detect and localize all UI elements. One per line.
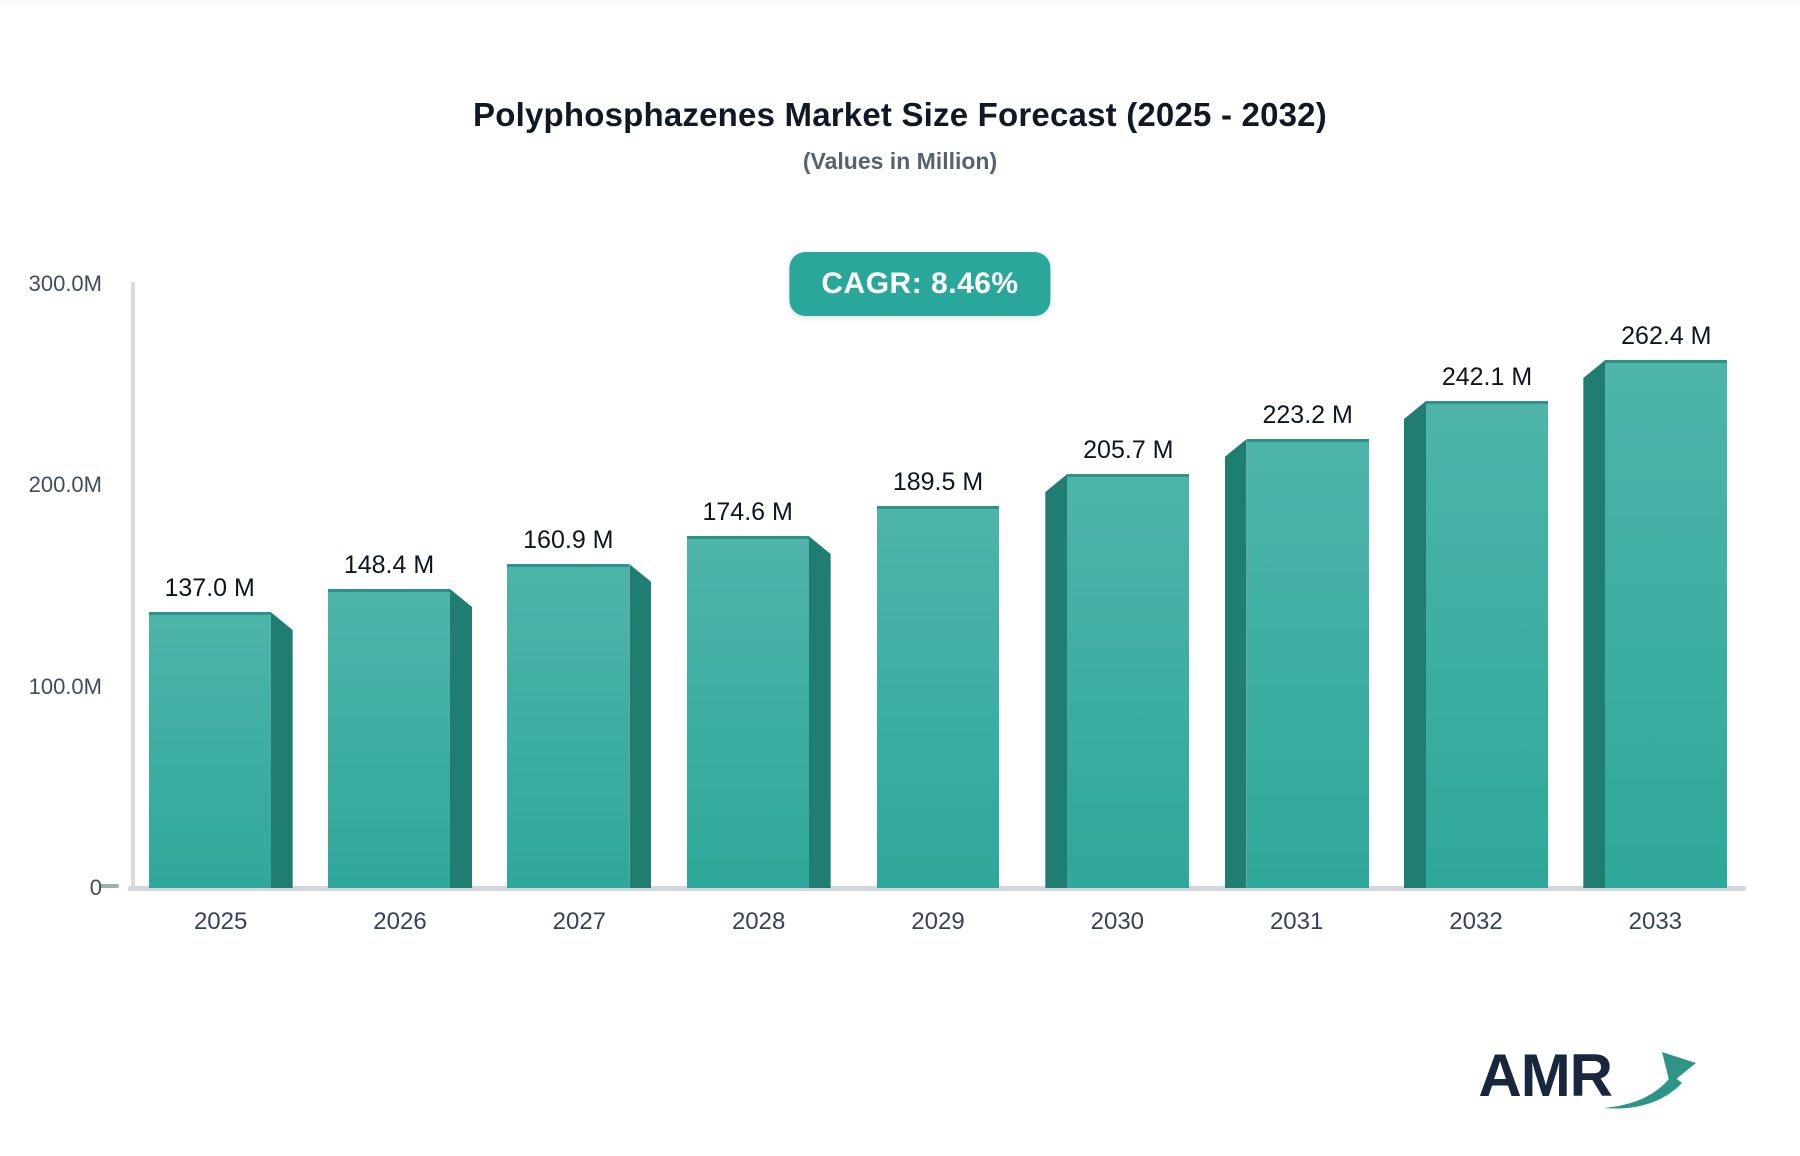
y-tick-label: 200.0M [28, 472, 102, 498]
bar-2033[interactable] [1605, 360, 1728, 888]
chart-title: Polyphosphazenes Market Size Forecast (2… [473, 96, 1327, 133]
cagr-badge: CAGR: 8.46% [789, 252, 1051, 316]
bar-value-label: 160.9 M [523, 526, 614, 554]
bar-3d-side [1583, 360, 1606, 888]
bar-3d-side [808, 536, 831, 888]
bar-2027[interactable] [507, 564, 630, 888]
x-axis-line [128, 886, 1746, 891]
chart-header: Polyphosphazenes Market Size Forecast (2… [0, 96, 1800, 175]
bar-3d-side [629, 564, 652, 888]
bar-2030[interactable] [1067, 474, 1190, 888]
page-top-border [0, 0, 1800, 5]
bar-2026[interactable] [328, 589, 450, 888]
x-tick-label-2028: 2028 [731, 908, 786, 935]
bar-3d-side [1224, 439, 1247, 888]
x-tick-label-2027: 2027 [552, 908, 607, 935]
bar-2032[interactable] [1426, 401, 1548, 888]
bar-value-label: 189.5 M [892, 468, 984, 496]
x-tick-label-2030: 2030 [1090, 908, 1145, 935]
bar-3d-side [1045, 474, 1068, 888]
brand-logo-text: AMR [1478, 1042, 1613, 1109]
bar-value-label: 262.4 M [1621, 322, 1712, 350]
bar-2031[interactable] [1246, 439, 1369, 888]
bar-value-label: 242.1 M [1441, 363, 1533, 391]
chart-subtitle: (Values in Million) [802, 148, 998, 174]
bar-3d-side [450, 589, 472, 888]
bar-value-label: 205.7 M [1083, 436, 1174, 464]
bar-2025[interactable] [148, 612, 271, 888]
bar-value-label: 174.6 M [702, 498, 793, 526]
bar-3d-side [1404, 401, 1426, 888]
x-tick-label-2026: 2026 [373, 908, 427, 935]
bar-value-label: 148.4 M [343, 551, 435, 579]
x-tick-label-2031: 2031 [1269, 908, 1324, 935]
y-tick-label: 0 [89, 875, 102, 900]
x-tick-label-2025: 2025 [193, 908, 248, 935]
bar-value-label: 137.0 M [164, 574, 255, 602]
bar-2029[interactable] [877, 506, 999, 888]
bar-3d-side [270, 612, 293, 888]
zero-tick-mark [100, 884, 119, 888]
x-tick-label-2029: 2029 [911, 908, 965, 935]
y-tick-label: 300.0M [28, 271, 102, 296]
brand-logo[interactable]: AMR [1478, 1042, 1698, 1109]
bar-value-label: 223.2 M [1262, 401, 1353, 429]
bar-2028[interactable] [686, 536, 809, 888]
y-tick-label: 100.0M [28, 673, 102, 699]
y-axis-line [131, 282, 135, 888]
growth-arrow-icon [1604, 1052, 1696, 1109]
x-tick-label-2032: 2032 [1449, 908, 1503, 935]
x-tick-label-2033: 2033 [1628, 908, 1683, 935]
